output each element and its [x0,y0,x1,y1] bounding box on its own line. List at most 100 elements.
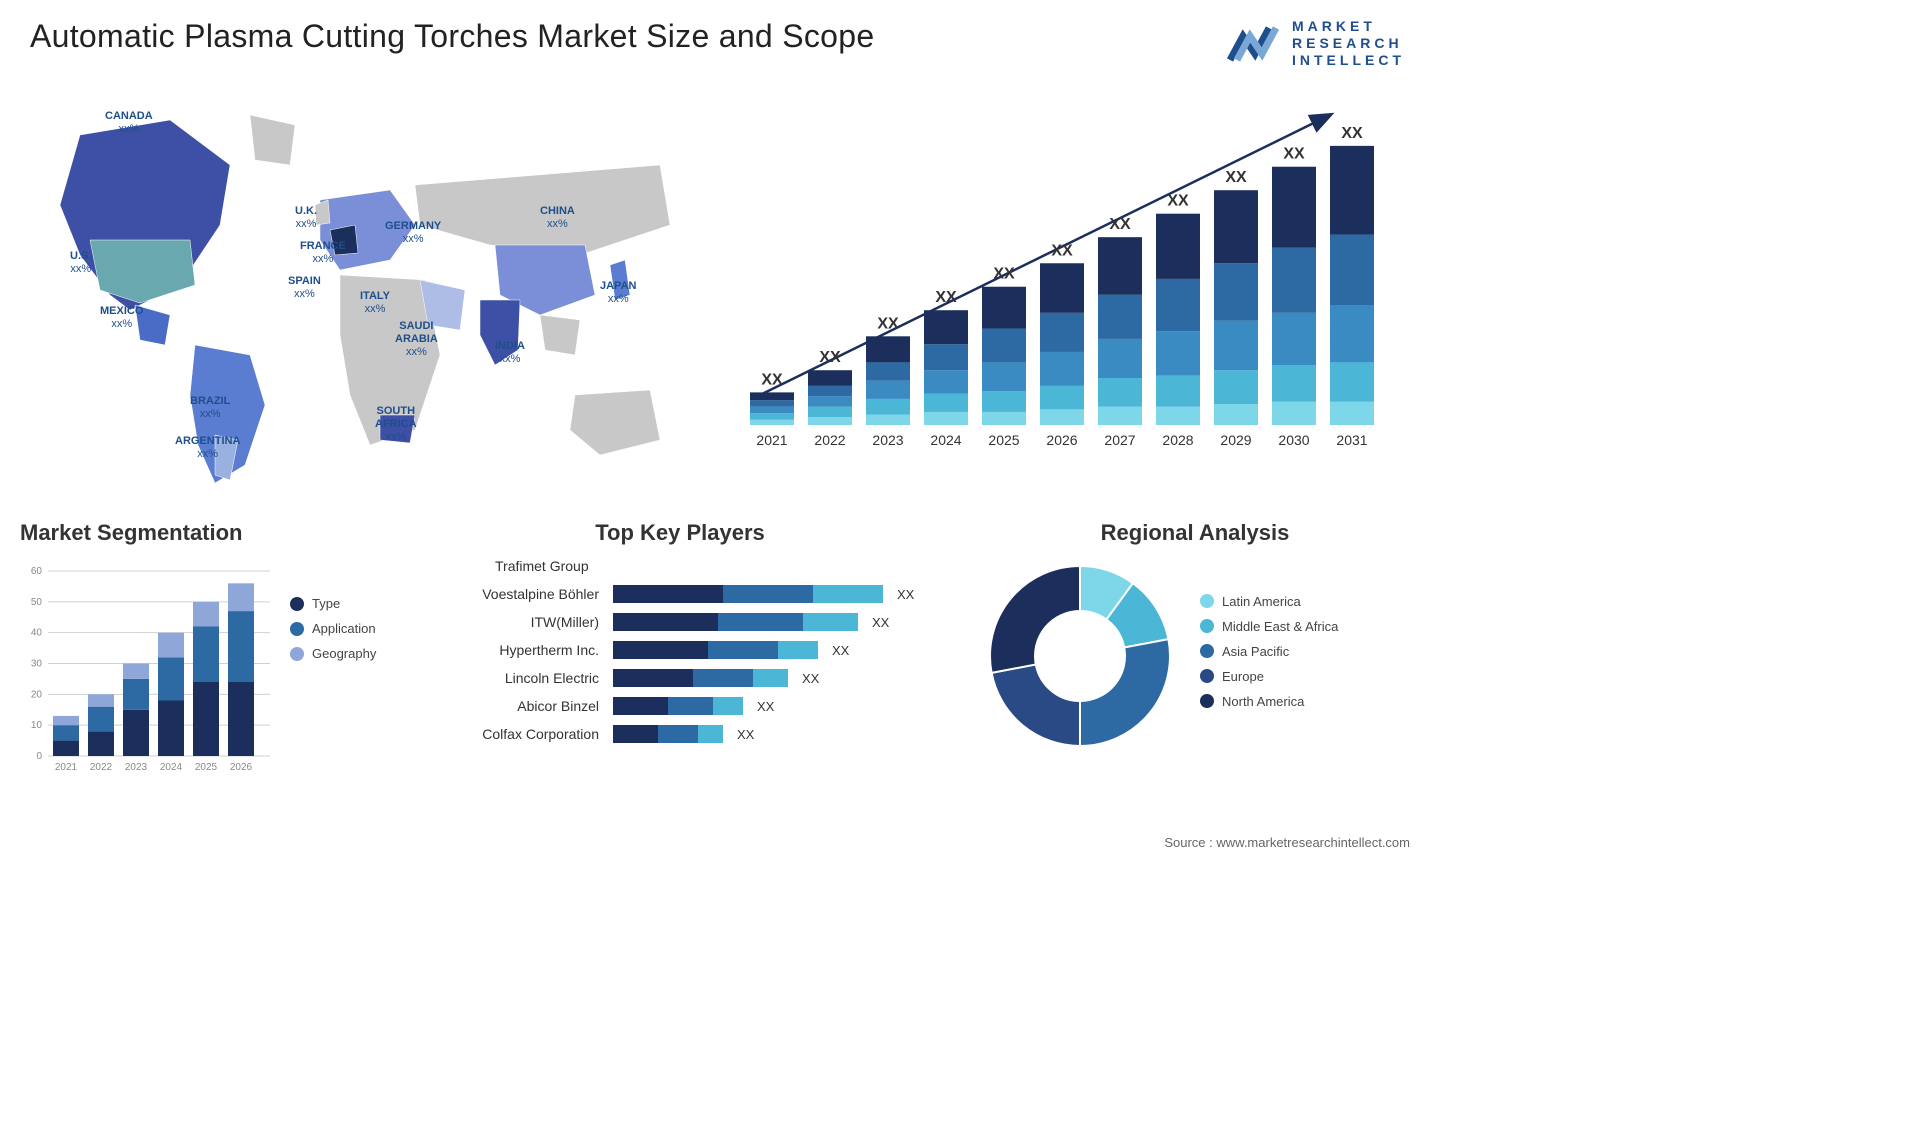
players-head: Trafimet Group [445,556,955,580]
svg-text:0: 0 [36,751,42,762]
legend-item: Asia Pacific [1200,644,1338,659]
svg-text:2029: 2029 [1220,432,1251,448]
source-text: Source : www.marketresearchintellect.com [1164,835,1410,850]
svg-text:2024: 2024 [160,762,183,773]
seg-chart: 0 10 20 30 40 50 60 2021 2022 2023 2024 2025 2026 [20,556,270,776]
svg-text:XX: XX [993,266,1015,283]
svg-text:XX: XX [935,289,957,306]
svg-text:XX: XX [1051,242,1073,259]
svg-text:40: 40 [31,628,43,639]
svg-text:20: 20 [31,689,43,700]
country-label: GERMANYxx% [385,220,441,246]
country-label: BRAZILxx% [190,395,230,421]
player-name: Lincoln Electric [445,670,605,686]
player-bar [613,669,788,687]
logo: MARKET RESEARCH INTELLECT [1227,18,1405,68]
country-label: ITALYxx% [360,290,390,316]
svg-text:2022: 2022 [814,432,845,448]
svg-text:XX: XX [1167,193,1189,210]
region-title: Regional Analysis [980,520,1410,546]
legend-item: Application [290,621,376,636]
player-name: ITW(Miller) [445,614,605,630]
svg-text:2024: 2024 [930,432,961,448]
svg-text:2025: 2025 [988,432,1019,448]
main-growth-chart: XX 2021 XX 2022 XX 2023 XX 2024 XX 2025 XX 2026 XX 20… [720,95,1400,465]
logo-l1: MARKET [1292,18,1405,35]
svg-text:2021: 2021 [756,432,787,448]
player-bar [613,725,723,743]
svg-text:XX: XX [819,349,841,366]
legend-item: Middle East & Africa [1200,619,1338,634]
seg-title: Market Segmentation [20,520,420,546]
svg-text:50: 50 [31,597,43,608]
players-title: Top Key Players [445,520,955,546]
svg-text:2026: 2026 [1046,432,1077,448]
svg-text:2028: 2028 [1162,432,1193,448]
region-panel: Regional Analysis Latin America Middle Ea… [980,520,1410,800]
svg-text:2025: 2025 [195,762,218,773]
player-value: XX [866,615,889,630]
svg-text:XX: XX [1109,216,1131,233]
player-bar [613,641,818,659]
legend-item: Latin America [1200,594,1338,609]
svg-text:XX: XX [1225,169,1247,186]
seg-legend: Type Application Geography [290,556,376,776]
player-value: XX [826,643,849,658]
country-label: ARGENTINAxx% [175,435,240,461]
country-label: FRANCExx% [300,240,346,266]
logo-l2: RESEARCH [1292,35,1405,52]
svg-text:XX: XX [1283,146,1305,163]
country-label: U.K.xx% [295,205,317,231]
svg-text:2030: 2030 [1278,432,1309,448]
legend-item: Europe [1200,669,1338,684]
page-title: Automatic Plasma Cutting Torches Market … [30,18,874,55]
player-row: Hypertherm Inc. XX [445,636,955,664]
legend-item: North America [1200,694,1338,709]
segmentation-panel: Market Segmentation 0 10 20 30 40 50 60 2021 202… [20,520,420,800]
world-map: CANADAxx% U.S.xx% MEXICOxx% BRAZILxx% ARGENT… [20,95,690,495]
svg-text:60: 60 [31,566,43,577]
country-label: U.S.xx% [70,250,91,276]
svg-text:2026: 2026 [230,762,253,773]
country-label: INDIAxx% [495,340,525,366]
region-donut [980,556,1180,756]
country-label: CANADAxx% [105,110,153,136]
logo-l3: INTELLECT [1292,52,1405,69]
player-row: Voestalpine Böhler XX [445,580,955,608]
svg-text:2023: 2023 [872,432,903,448]
player-row: ITW(Miller) XX [445,608,955,636]
player-row: Lincoln Electric XX [445,664,955,692]
svg-text:2022: 2022 [90,762,113,773]
country-label: JAPANxx% [600,280,636,306]
player-name: Colfax Corporation [445,726,605,742]
country-label: SAUDIARABIAxx% [395,320,438,360]
country-label: MEXICOxx% [100,305,143,331]
player-value: XX [751,699,774,714]
svg-text:2031: 2031 [1336,432,1367,448]
player-value: XX [891,587,914,602]
svg-text:XX: XX [1341,125,1363,142]
country-label: SPAINxx% [288,275,321,301]
player-name: Abicor Binzel [445,698,605,714]
country-label: SOUTHAFRICAxx% [375,405,417,445]
svg-text:10: 10 [31,720,43,731]
svg-text:XX: XX [877,315,899,332]
player-value: XX [731,727,754,742]
player-value: XX [796,671,819,686]
player-name: Hypertherm Inc. [445,642,605,658]
svg-text:XX: XX [761,371,783,388]
players-panel: Top Key Players Trafimet Group Voestalpi… [445,520,955,800]
player-bar [613,585,883,603]
player-row: Colfax Corporation XX [445,720,955,748]
svg-text:2021: 2021 [55,762,78,773]
svg-text:2027: 2027 [1104,432,1135,448]
legend-item: Geography [290,646,376,661]
region-legend: Latin America Middle East & Africa Asia Pa… [1200,594,1338,719]
player-bar [613,697,743,715]
legend-item: Type [290,596,376,611]
svg-text:2023: 2023 [125,762,148,773]
player-name: Voestalpine Böhler [445,586,605,602]
player-row: Abicor Binzel XX [445,692,955,720]
svg-text:30: 30 [31,659,43,670]
player-bar [613,613,858,631]
